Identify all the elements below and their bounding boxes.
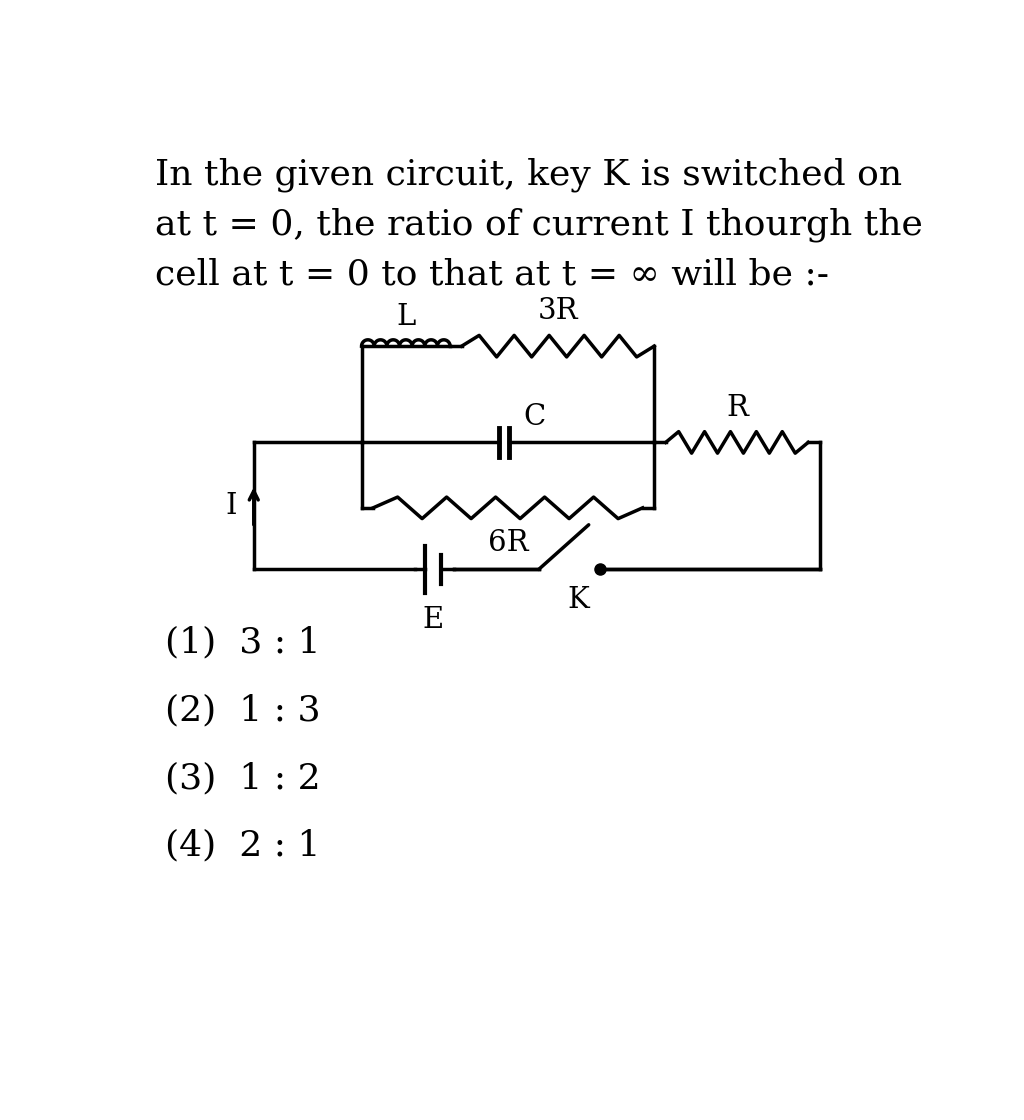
Text: K: K xyxy=(568,587,590,615)
Text: E: E xyxy=(423,606,443,634)
Text: L: L xyxy=(396,302,416,330)
Text: R: R xyxy=(726,393,748,421)
Text: cell at t = 0 to that at t = ∞ will be :-: cell at t = 0 to that at t = ∞ will be :… xyxy=(156,258,829,291)
Text: (3)  1 : 2: (3) 1 : 2 xyxy=(165,762,321,795)
Text: (1)  3 : 1: (1) 3 : 1 xyxy=(165,626,321,660)
Text: I: I xyxy=(225,492,237,520)
Text: (4)  2 : 1: (4) 2 : 1 xyxy=(165,829,321,862)
Text: 6R: 6R xyxy=(487,529,528,557)
Text: C: C xyxy=(523,403,546,431)
Text: In the given circuit, key K is switched on: In the given circuit, key K is switched … xyxy=(156,158,902,192)
Text: (2)  1 : 3: (2) 1 : 3 xyxy=(165,693,321,727)
Text: 3R: 3R xyxy=(538,297,579,325)
Text: at t = 0, the ratio of current I thourgh the: at t = 0, the ratio of current I thourgh… xyxy=(156,207,923,242)
